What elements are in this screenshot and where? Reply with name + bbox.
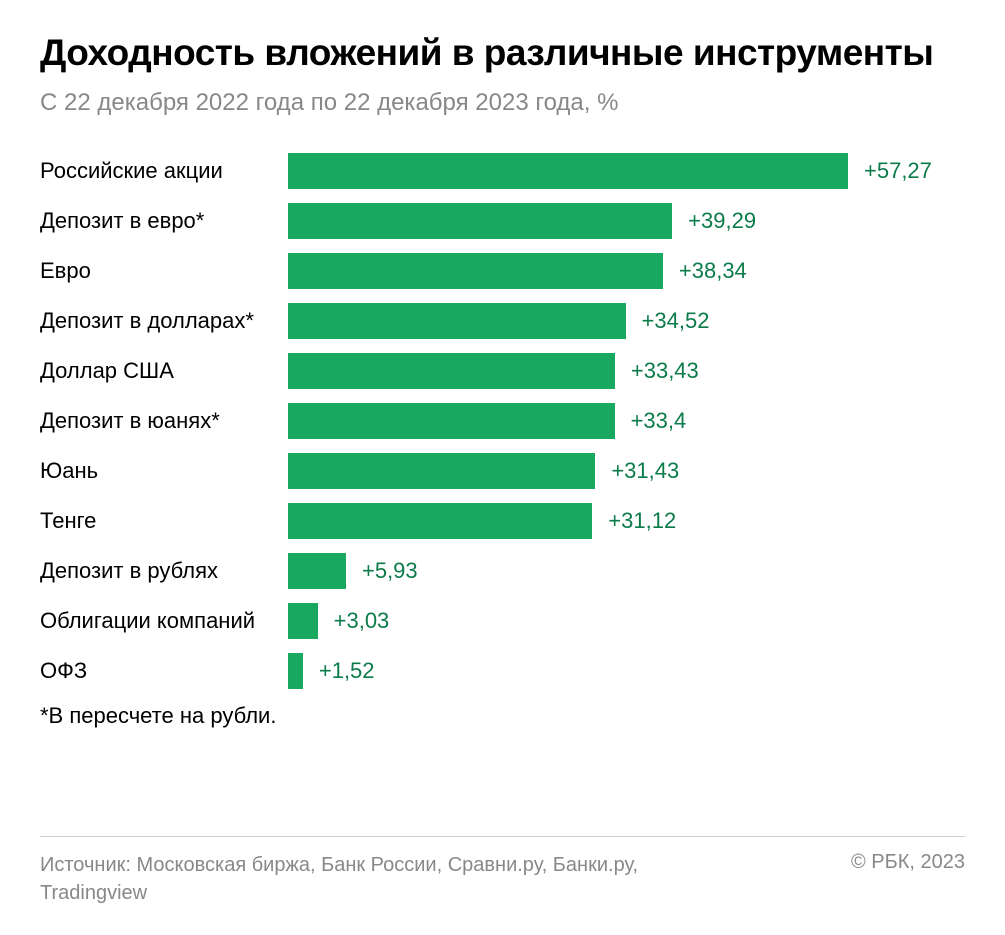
chart-footer-block: Источник: Московская биржа, Банк России,…	[40, 836, 965, 907]
chart-title: Доходность вложений в различные инструме…	[40, 32, 965, 75]
bar	[288, 453, 595, 489]
bar-label: Тенге	[40, 508, 288, 534]
bar-label: Депозит в евро*	[40, 208, 288, 234]
bar-cell: +1,52	[288, 653, 965, 689]
bar	[288, 253, 663, 289]
bar-label: Депозит в юанях*	[40, 408, 288, 434]
bar	[288, 153, 848, 189]
bar-label: Депозит в долларах*	[40, 308, 288, 334]
bar-value: +34,52	[642, 308, 710, 334]
bar-value: +33,43	[631, 358, 699, 384]
bar-cell: +57,27	[288, 153, 965, 189]
bar-cell: +3,03	[288, 603, 965, 639]
bar-cell: +33,4	[288, 403, 965, 439]
chart-row: Российские акции +57,27	[40, 153, 965, 189]
bar	[288, 553, 346, 589]
bar-cell: +33,43	[288, 353, 965, 389]
copyright-text: © РБК, 2023	[851, 851, 965, 874]
divider	[40, 836, 965, 837]
bar	[288, 603, 318, 639]
bar-label: Юань	[40, 458, 288, 484]
bar-label: Российские акции	[40, 158, 288, 184]
chart-row: ОФЗ +1,52	[40, 653, 965, 689]
bar-label: Облигации компаний	[40, 608, 288, 634]
bar	[288, 653, 303, 689]
bar-value: +38,34	[679, 258, 747, 284]
bar-chart: Российские акции +57,27 Депозит в евро* +39…	[40, 153, 965, 689]
bar-cell: +5,93	[288, 553, 965, 589]
chart-row: Доллар США +33,43	[40, 353, 965, 389]
bar-value: +3,03	[334, 608, 390, 634]
bar	[288, 403, 615, 439]
bar	[288, 203, 672, 239]
bar-value: +57,27	[864, 158, 932, 184]
chart-subtitle: С 22 декабря 2022 года по 22 декабря 202…	[40, 89, 965, 117]
bar-label: ОФЗ	[40, 658, 288, 684]
chart-row: Облигации компаний +3,03	[40, 603, 965, 639]
chart-row: Тенге +31,12	[40, 503, 965, 539]
bar-cell: +31,43	[288, 453, 965, 489]
bar-value: +39,29	[688, 208, 756, 234]
bar-value: +5,93	[362, 558, 418, 584]
chart-row: Депозит в евро* +39,29	[40, 203, 965, 239]
chart-row: Евро +38,34	[40, 253, 965, 289]
bar	[288, 353, 615, 389]
bar	[288, 503, 592, 539]
chart-row: Депозит в долларах* +34,52	[40, 303, 965, 339]
bar-value: +31,43	[611, 458, 679, 484]
source-text: Источник: Московская биржа, Банк России,…	[40, 851, 660, 907]
chart-footnote: *В пересчете на рубли.	[40, 703, 965, 729]
chart-row: Юань +31,43	[40, 453, 965, 489]
bar-value: +1,52	[319, 658, 375, 684]
bar-value: +31,12	[608, 508, 676, 534]
bar-label: Евро	[40, 258, 288, 284]
bar-label: Депозит в рублях	[40, 558, 288, 584]
bar-cell: +39,29	[288, 203, 965, 239]
chart-row: Депозит в юанях* +33,4	[40, 403, 965, 439]
bar-value: +33,4	[631, 408, 687, 434]
bar-label: Доллар США	[40, 358, 288, 384]
bar-cell: +38,34	[288, 253, 965, 289]
chart-row: Депозит в рублях +5,93	[40, 553, 965, 589]
bar-cell: +31,12	[288, 503, 965, 539]
chart-container: Доходность вложений в различные инструме…	[0, 0, 1005, 935]
bar-cell: +34,52	[288, 303, 965, 339]
bar	[288, 303, 626, 339]
